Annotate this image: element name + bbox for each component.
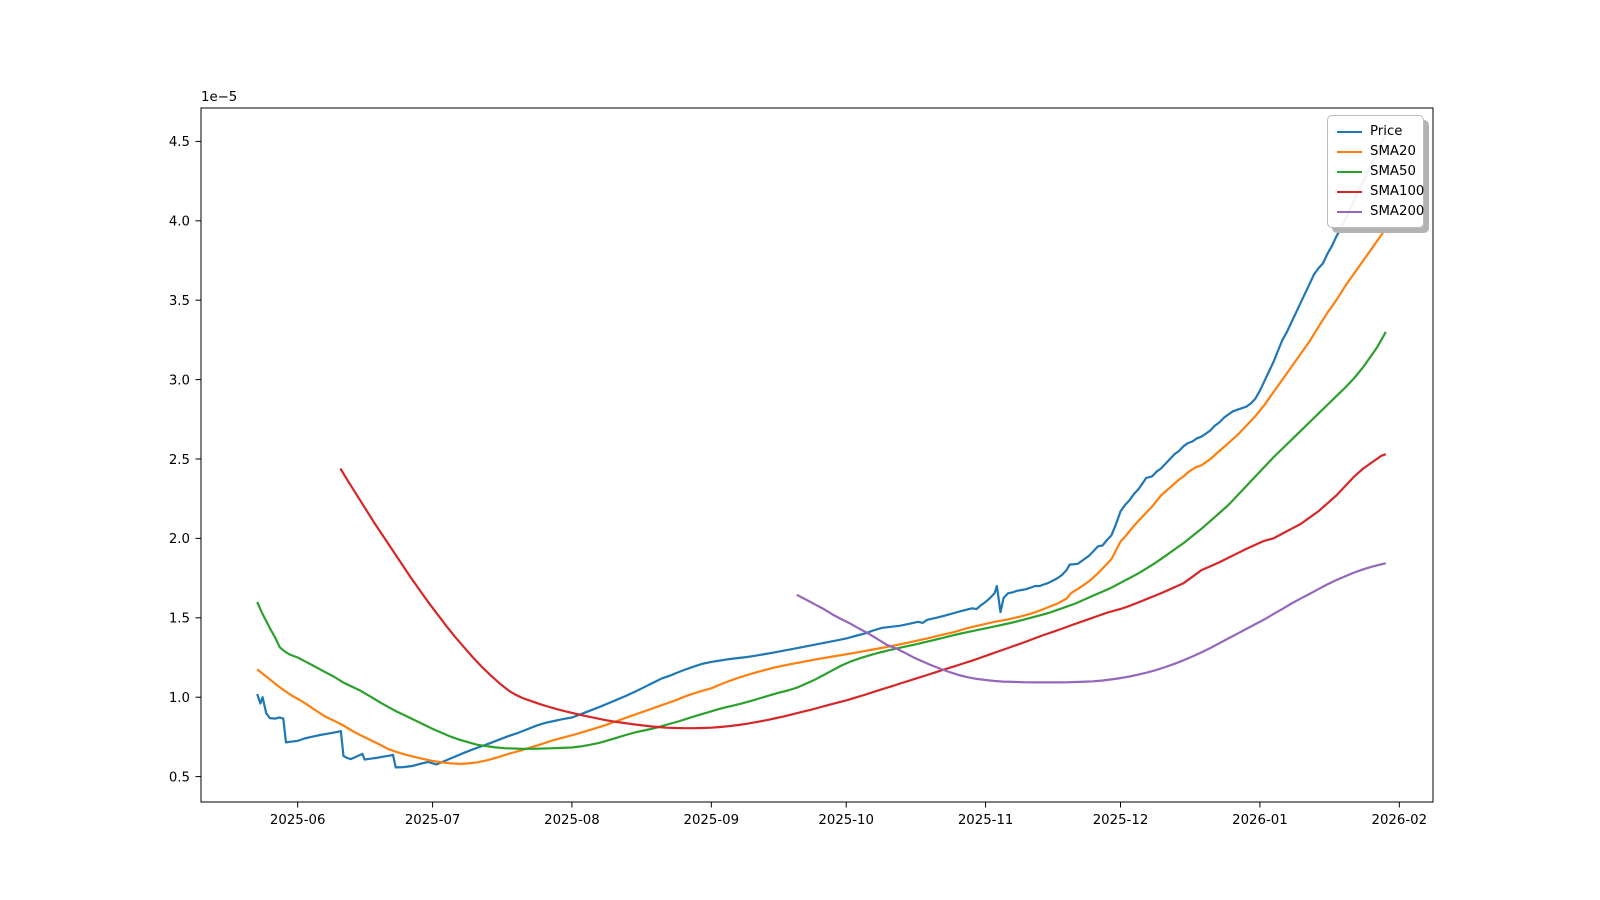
legend-line-sample-sma20 bbox=[1337, 150, 1362, 154]
legend-label-sma50: SMA50 bbox=[1370, 164, 1416, 179]
y-tick-label: 1.5 bbox=[169, 612, 190, 627]
x-tick-label: 2026-01 bbox=[1232, 813, 1288, 828]
x-tick-label: 2025-11 bbox=[958, 813, 1014, 828]
legend-line-sample-sma50 bbox=[1337, 170, 1362, 174]
legend-label-price: Price bbox=[1370, 124, 1403, 139]
x-tick-label: 2025-06 bbox=[270, 813, 326, 828]
y-tick-label: 4.0 bbox=[169, 215, 190, 230]
legend: Price SMA20 SMA50 SMA100 SMA200 bbox=[1327, 115, 1424, 228]
legend-label-sma20: SMA20 bbox=[1370, 144, 1416, 159]
legend-item-price: Price bbox=[1337, 122, 1415, 142]
tick-layer: 2025-06 2025-07 2025-08 2025-09 2025-10 2025-… bbox=[169, 135, 1427, 828]
x-tick-label: 2025-10 bbox=[818, 813, 874, 828]
legend-label-sma200: SMA200 bbox=[1370, 204, 1425, 219]
x-tick-label: 2025-07 bbox=[405, 813, 461, 828]
legend-item-sma50: SMA50 bbox=[1337, 162, 1416, 182]
y-tick-label: 2.5 bbox=[169, 453, 190, 468]
x-tick-label: 2026-02 bbox=[1372, 813, 1428, 828]
line-series-price bbox=[256, 132, 1387, 769]
line-series-sma50 bbox=[256, 331, 1387, 750]
legend-item-sma20: SMA20 bbox=[1337, 142, 1416, 162]
line-series-sma20 bbox=[256, 228, 1387, 766]
line-series-sma200 bbox=[796, 562, 1387, 684]
legend-item-sma100: SMA100 bbox=[1337, 182, 1424, 202]
plot-frame bbox=[200, 107, 1434, 803]
legend-item-sma200: SMA200 bbox=[1337, 202, 1424, 222]
y-tick-label: 2.0 bbox=[169, 532, 190, 547]
y-tick-label: 4.5 bbox=[169, 135, 190, 150]
y-tick-label: 0.5 bbox=[169, 770, 190, 785]
y-tick-label: 3.0 bbox=[169, 373, 190, 388]
x-tick-label: 2025-12 bbox=[1093, 813, 1149, 828]
x-tick-label: 2025-09 bbox=[684, 813, 740, 828]
y-axis-offset-label: 1e−5 bbox=[201, 90, 237, 105]
legend-line-sample-price bbox=[1337, 130, 1362, 134]
series-layer bbox=[256, 132, 1387, 769]
x-tick-label: 2025-08 bbox=[544, 813, 600, 828]
line-series-sma100 bbox=[339, 453, 1387, 730]
y-tick-label: 1.0 bbox=[169, 691, 190, 706]
legend-line-sample-sma100 bbox=[1337, 190, 1362, 194]
legend-line-sample-sma200 bbox=[1337, 210, 1362, 214]
y-tick-label: 3.5 bbox=[169, 294, 190, 309]
legend-label-sma100: SMA100 bbox=[1370, 184, 1425, 199]
